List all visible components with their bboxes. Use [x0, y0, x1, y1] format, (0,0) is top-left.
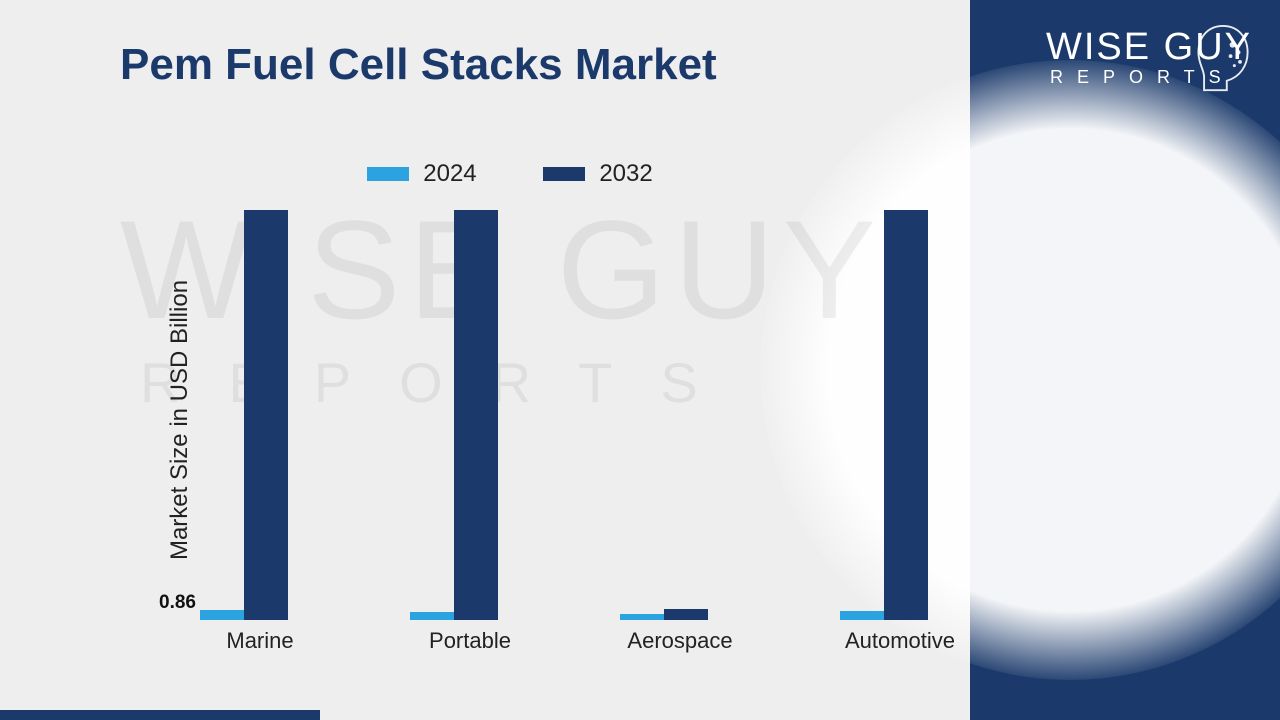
chart-legend: 2024 2032	[50, 160, 970, 188]
bar-2024	[410, 612, 454, 620]
legend-label-2032: 2032	[599, 160, 652, 188]
brand-logo: WISE GUY REPORTS	[1046, 28, 1252, 86]
bar-2024	[620, 614, 664, 620]
bar-2032	[244, 210, 288, 620]
legend-label-2024: 2024	[423, 160, 476, 188]
legend-item-2032: 2032	[543, 160, 652, 188]
bar-value-label: 0.86	[159, 592, 196, 614]
x-tick-label: Aerospace	[627, 628, 732, 654]
bar-2032	[664, 609, 708, 620]
footer-accent-bar	[0, 710, 320, 720]
chart-title: Pem Fuel Cell Stacks Market	[120, 40, 717, 90]
bar-2024	[840, 611, 884, 620]
x-tick-label: Portable	[429, 628, 511, 654]
chart-plot: 0.86MarinePortableAerospaceAutomotive	[120, 210, 970, 620]
x-tick-label: Marine	[226, 628, 293, 654]
bar-2032	[884, 210, 928, 620]
head-icon	[1194, 24, 1252, 94]
chart-area: 2024 2032 Market Size in USD Billion 0.8…	[50, 160, 970, 680]
legend-swatch-2032	[543, 167, 585, 181]
bar-2032	[454, 210, 498, 620]
page: WISE GUY REPORTS Pem Fuel Cell Stacks Ma…	[0, 0, 1280, 720]
legend-item-2024: 2024	[367, 160, 476, 188]
legend-swatch-2024	[367, 167, 409, 181]
bar-2024	[200, 610, 244, 620]
x-tick-label: Automotive	[845, 628, 955, 654]
